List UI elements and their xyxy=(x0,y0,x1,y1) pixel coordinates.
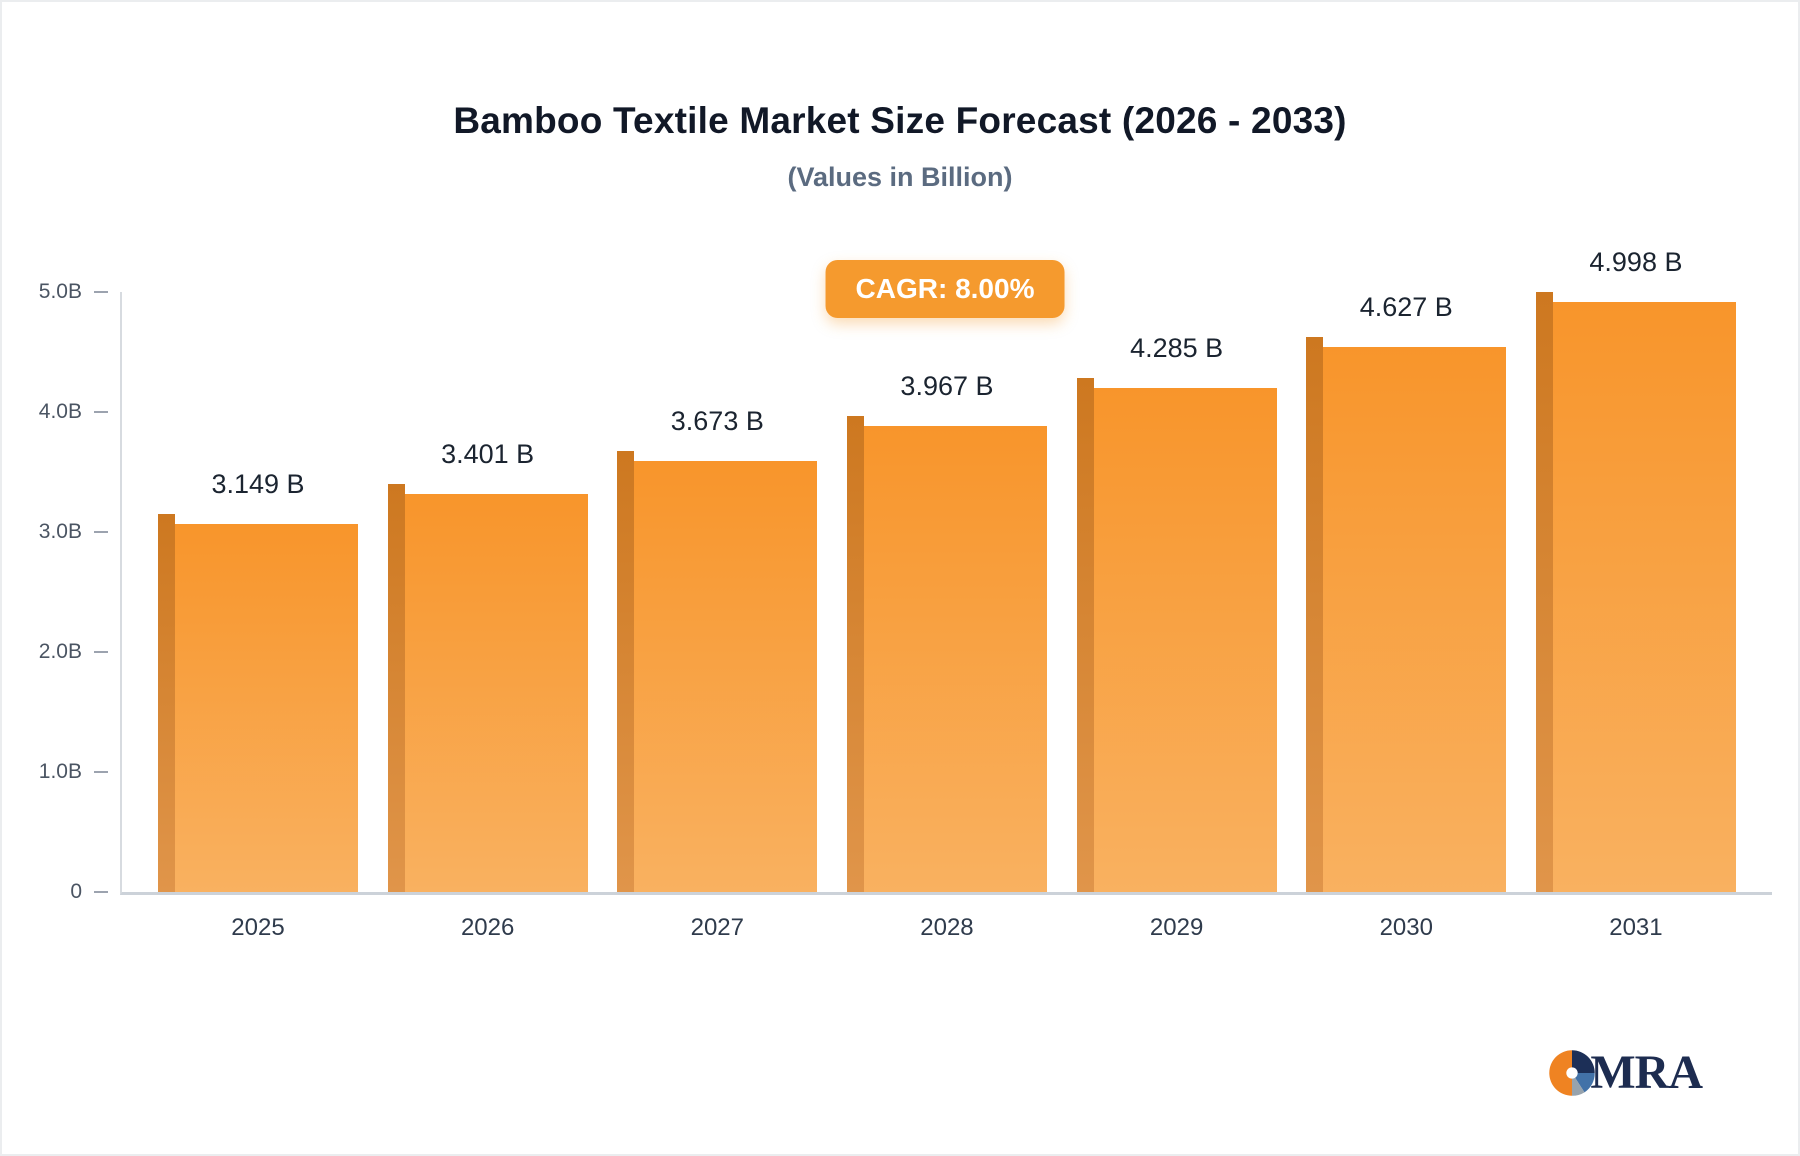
bar-value-label: 4.285 B xyxy=(1130,332,1224,363)
plot-area: 3.149 B 2025 3.401 B 2026 3.673 B 2027 3.967 B… xyxy=(39,247,1772,941)
y-tick-mark xyxy=(94,891,108,893)
bar-front-face xyxy=(863,425,1047,892)
y-tick: 5.0B xyxy=(4,280,108,304)
chart-subtitle: (Values in Billion) xyxy=(787,162,1013,192)
bar: 4.285 B xyxy=(1076,333,1277,892)
y-tick-label: 0 xyxy=(70,880,82,903)
bar-front-face xyxy=(404,493,588,892)
y-tick-label: 1.0B xyxy=(38,760,82,783)
bar-side-face xyxy=(1306,336,1324,892)
x-axis-label: 2027 xyxy=(690,914,744,941)
y-tick-label: 5.0B xyxy=(38,280,82,303)
bar: 3.673 B xyxy=(617,406,818,892)
bar: 3.401 B xyxy=(387,439,588,892)
bar-side-face xyxy=(1076,377,1094,892)
bar: 3.149 B xyxy=(158,469,358,892)
bar-front-face xyxy=(175,524,358,892)
y-tick-mark xyxy=(94,771,108,773)
bar-side-face xyxy=(846,415,864,892)
y-tick: 2.0B xyxy=(4,640,108,664)
bar-group: 4.285 B 2029 xyxy=(1076,292,1277,941)
x-axis-label: 2025 xyxy=(231,914,285,941)
bar-group: 3.401 B 2026 xyxy=(387,292,588,941)
x-axis-label: 2031 xyxy=(1609,914,1663,941)
bar-side-face xyxy=(1535,292,1553,892)
y-tick-label: 4.0B xyxy=(38,400,82,423)
y-tick: 0 xyxy=(4,880,108,904)
brand-logo-icon xyxy=(1549,1049,1596,1096)
y-tick-label: 3.0B xyxy=(38,520,82,543)
chart-title: Bamboo Textile Market Size Forecast (202… xyxy=(453,100,1347,141)
cagr-badge-label: CAGR: 8.00% xyxy=(855,273,1035,304)
bar-value-label: 3.673 B xyxy=(670,406,764,437)
y-tick-mark xyxy=(94,531,108,533)
x-axis-label: 2028 xyxy=(920,914,974,941)
bar-side-face xyxy=(617,451,635,892)
bar-value-label: 4.998 B xyxy=(1589,247,1683,278)
bar-front-face xyxy=(1323,346,1507,892)
y-tick: 4.0B xyxy=(4,400,108,424)
bar-group: 4.627 B 2030 xyxy=(1306,292,1507,941)
bar: 4.627 B xyxy=(1306,292,1507,892)
x-axis-label: 2030 xyxy=(1379,914,1433,941)
bar-group: 3.967 B 2028 xyxy=(846,292,1047,941)
brand-logo-text: MRA xyxy=(1590,1046,1703,1099)
y-tick-mark xyxy=(94,291,108,293)
bar-front-face xyxy=(1093,387,1277,892)
bar-group: 3.149 B 2025 xyxy=(158,292,358,941)
bar: 3.967 B xyxy=(846,371,1047,892)
brand-logo: MRA xyxy=(1547,1045,1703,1100)
bar-side-face xyxy=(387,483,405,892)
bar-front-face xyxy=(1552,302,1736,892)
bar-value-label: 3.967 B xyxy=(900,370,994,401)
bars-row: 3.149 B 2025 3.401 B 2026 3.673 B 2027 3.967 B… xyxy=(122,247,1772,941)
y-tick-label: 2.0B xyxy=(38,640,82,663)
y-tick: 1.0B xyxy=(4,760,108,784)
bar-group: 3.673 B 2027 xyxy=(617,292,818,941)
y-tick-mark xyxy=(94,651,108,653)
y-tick: 3.0B xyxy=(4,520,108,544)
x-axis-label: 2026 xyxy=(460,914,515,941)
bar: 4.998 B xyxy=(1535,247,1736,892)
bar-side-face xyxy=(158,514,175,892)
bar-value-label: 4.627 B xyxy=(1359,291,1453,322)
y-tick-mark xyxy=(94,411,108,413)
cagr-badge: CAGR: 8.00% xyxy=(825,260,1065,318)
bar-front-face xyxy=(634,461,818,892)
bar-group: 4.998 B 2031 xyxy=(1535,247,1736,941)
x-axis-label: 2029 xyxy=(1149,914,1204,941)
chart-header: Bamboo Textile Market Size Forecast (202… xyxy=(2,100,1798,193)
bar-value-label: 3.149 B xyxy=(211,469,305,500)
bar-value-label: 3.401 B xyxy=(441,438,535,469)
